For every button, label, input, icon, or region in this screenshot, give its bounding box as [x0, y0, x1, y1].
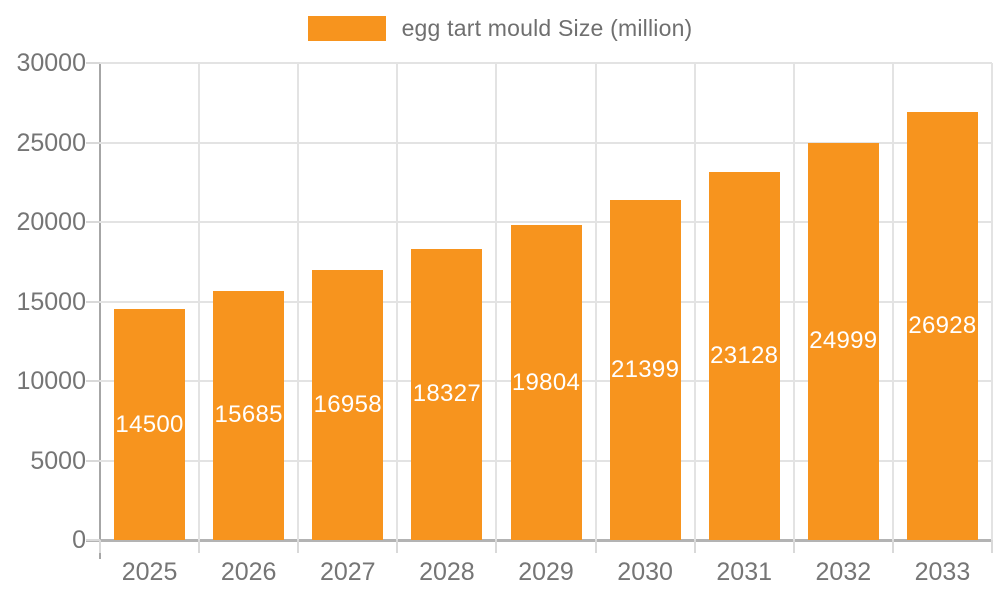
bar-value-label: 14500 [115, 410, 184, 438]
y-gridline [100, 221, 992, 223]
x-axis-category-label: 2030 [617, 558, 673, 586]
y-axis-tick-label: 30000 [16, 49, 86, 77]
y-axis-tick-label: 0 [72, 526, 86, 554]
x-axis-tick [99, 540, 101, 553]
y-axis-tick [86, 539, 100, 541]
x-axis-category-label: 2025 [121, 558, 178, 586]
x-axis-tick [594, 540, 597, 553]
x-axis-category-label: 2033 [914, 558, 971, 586]
bar-value-label: 18327 [412, 380, 481, 408]
bar-2026[interactable]: 15685 [213, 290, 285, 540]
plot-area: 14500 15685 16958 18327 19804 21399 23128 24999… [100, 62, 993, 540]
bar-2031[interactable]: 23128 [708, 172, 780, 540]
x-gridline [198, 63, 201, 540]
x-axis-tick [396, 540, 399, 553]
bar-value-label: 16958 [313, 391, 382, 419]
x-axis-category-label: 2029 [518, 558, 574, 586]
y-gridline [100, 62, 992, 64]
bar-2025[interactable]: 14500 [114, 309, 186, 540]
x-gridline [594, 63, 597, 540]
bar-2030[interactable]: 21399 [609, 199, 681, 540]
legend-label[interactable]: egg tart mould Size (million) [401, 15, 693, 41]
bar-2028[interactable]: 18327 [411, 248, 483, 540]
x-axis-tick [792, 540, 795, 553]
bar-value-label: 23128 [710, 342, 779, 370]
x-gridline [693, 63, 696, 540]
y-axis-tick-label: 10000 [16, 367, 86, 395]
y-axis-tick-label: 20000 [16, 208, 86, 236]
x-axis-line [86, 539, 992, 542]
x-axis-category-label: 2026 [220, 558, 277, 586]
y-axis-tick [86, 62, 100, 64]
x-axis-tick [198, 540, 201, 553]
x-axis-tick [495, 540, 498, 553]
y-axis-tick [86, 221, 100, 223]
x-axis-category-label: 2028 [419, 558, 475, 586]
legend[interactable]: egg tart mould Size (million) [0, 15, 1000, 42]
x-gridline [297, 63, 300, 540]
bar-value-label: 26928 [908, 311, 977, 339]
bar-value-label: 24999 [809, 327, 878, 355]
x-gridline [396, 63, 399, 540]
x-axis-tick [991, 540, 993, 553]
x-gridline [891, 63, 894, 540]
y-axis-tick [86, 459, 100, 462]
x-axis-category-label: 2031 [716, 558, 773, 586]
bar-value-label: 19804 [511, 368, 581, 396]
x-axis-category-label: 2027 [319, 558, 376, 586]
bar-value-label: 21399 [610, 355, 680, 383]
y-axis-tick [86, 380, 100, 382]
y-axis-tick-label: 25000 [16, 128, 86, 157]
y-axis-tick-label: 15000 [16, 287, 86, 316]
y-axis-tick [86, 141, 100, 144]
bar-2029[interactable]: 19804 [510, 225, 582, 540]
y-axis-tick [86, 300, 100, 303]
bar-value-label: 15685 [214, 401, 283, 429]
y-axis-tick-label: 5000 [30, 446, 86, 475]
x-axis-category-label: 2032 [815, 558, 872, 586]
bar-2032[interactable]: 24999 [807, 142, 879, 540]
x-axis-tick [693, 540, 696, 553]
bar-2027[interactable]: 16958 [312, 270, 384, 540]
x-gridline [495, 63, 498, 540]
y-axis-line [99, 63, 101, 559]
y-gridline [100, 141, 992, 144]
x-axis-tick [297, 540, 300, 553]
x-gridline [991, 63, 993, 540]
bar-2033[interactable]: 26928 [906, 111, 978, 540]
legend-swatch[interactable] [307, 16, 386, 41]
x-axis-tick [891, 540, 894, 553]
x-gridline [792, 63, 795, 540]
